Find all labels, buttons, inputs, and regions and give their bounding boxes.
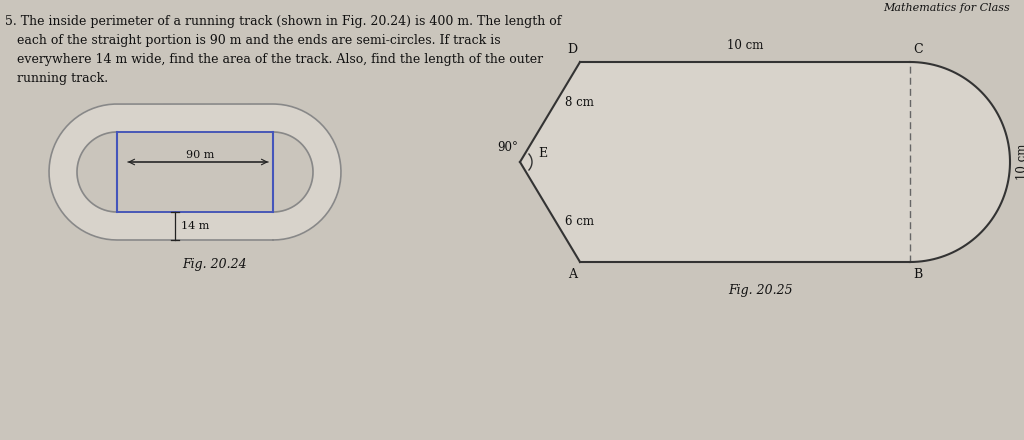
Text: 5. The inside perimeter of a running track (shown in Fig. 20.24) is 400 m. The l: 5. The inside perimeter of a running tra… <box>5 15 561 28</box>
Text: 8 cm: 8 cm <box>565 96 594 109</box>
Text: Mathematics for Class: Mathematics for Class <box>884 3 1010 13</box>
Text: 10 cm: 10 cm <box>727 39 763 52</box>
Text: running track.: running track. <box>5 72 109 85</box>
Polygon shape <box>49 104 341 240</box>
Text: B: B <box>913 268 923 281</box>
Text: 90°: 90° <box>497 141 518 154</box>
Text: E: E <box>538 147 547 160</box>
Text: each of the straight portion is 90 m and the ends are semi-circles. If track is: each of the straight portion is 90 m and… <box>5 34 501 47</box>
Text: 6 cm: 6 cm <box>565 215 594 228</box>
Text: everywhere 14 m wide, find the area of the track. Also, find the length of the o: everywhere 14 m wide, find the area of t… <box>5 53 543 66</box>
Text: 90 m: 90 m <box>185 150 214 160</box>
Text: C: C <box>913 43 923 56</box>
Text: D: D <box>567 43 577 56</box>
Polygon shape <box>520 62 1010 262</box>
Text: Fig. 20.24: Fig. 20.24 <box>182 258 248 271</box>
Text: A: A <box>568 268 577 281</box>
Polygon shape <box>77 132 313 212</box>
Text: 10 cm: 10 cm <box>1016 144 1024 180</box>
Text: Fig. 20.25: Fig. 20.25 <box>728 284 793 297</box>
Text: 14 m: 14 m <box>181 221 209 231</box>
